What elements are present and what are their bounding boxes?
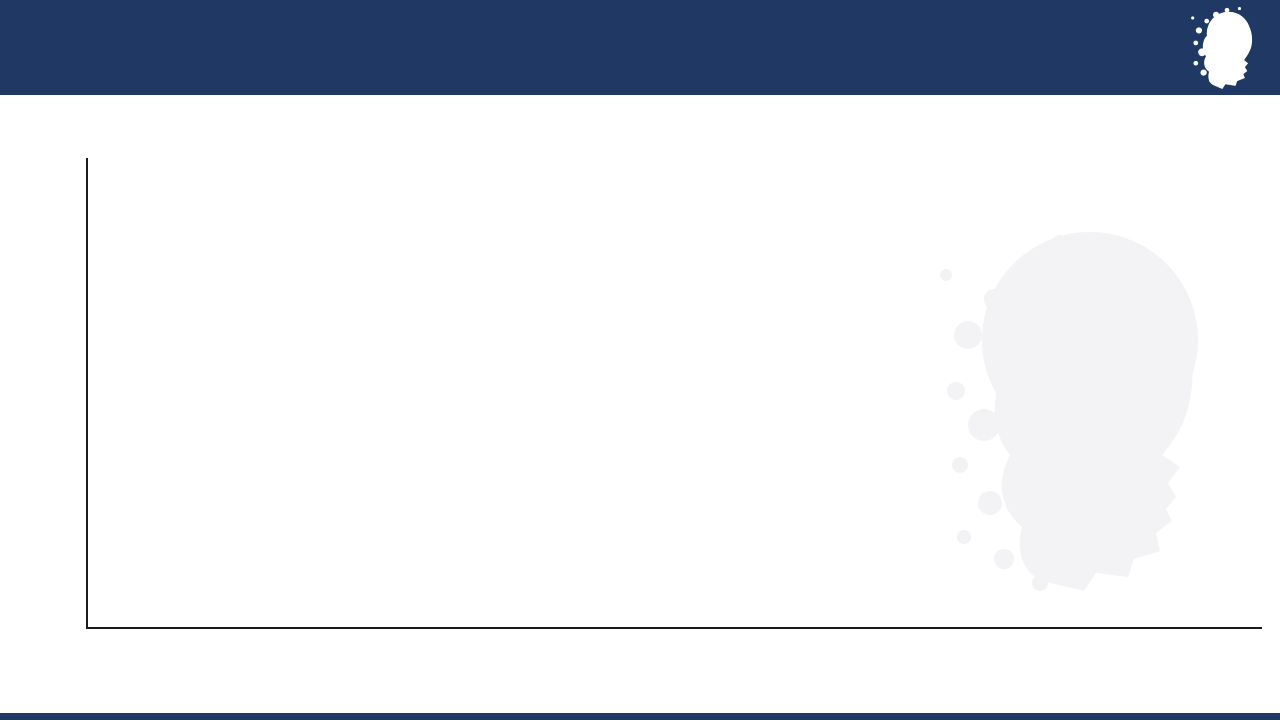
- watermark-head-icon: [940, 232, 1198, 591]
- logo-head-icon: [1191, 6, 1253, 89]
- header-bar: [0, 0, 1280, 95]
- x-axis-line: [86, 627, 1262, 629]
- wise-guy-logo: [1184, 6, 1266, 89]
- footer-bar: [0, 713, 1280, 720]
- y-axis-line: [86, 158, 88, 629]
